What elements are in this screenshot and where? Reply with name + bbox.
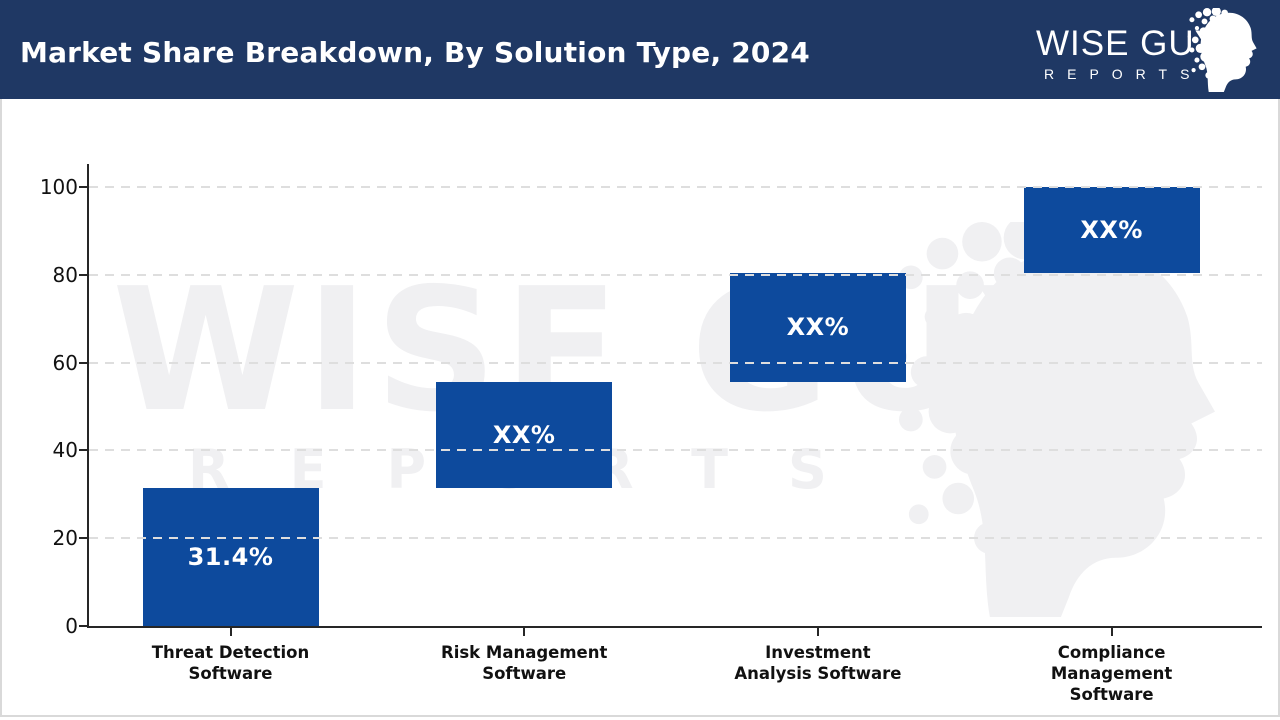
logo-wordmark: WISE GUY [1036, 24, 1220, 63]
category-label-line: Threat Detection [151, 643, 310, 662]
category-label-line: Investment [765, 643, 871, 662]
x-tick [1110, 628, 1113, 636]
y-tick-label: 40 [52, 438, 78, 463]
y-tick-label: 20 [52, 526, 78, 551]
x-tick [816, 628, 819, 636]
y-axis [87, 164, 89, 628]
x-axis [87, 626, 1262, 628]
bar-segment: 31.4% [142, 488, 319, 626]
bar-value-label: XX% [786, 313, 850, 342]
x-tick [523, 628, 526, 636]
y-tick-label: 60 [52, 350, 78, 375]
y-tick [79, 449, 88, 452]
y-tick-label: 80 [52, 262, 78, 287]
y-tick [79, 186, 88, 188]
x-tick [229, 628, 232, 636]
category-label: Risk Management Software [384, 642, 664, 684]
category-label-line: Compliance [1057, 643, 1166, 662]
category-label: Threat Detection Software [91, 642, 371, 684]
gridline [89, 537, 1262, 540]
dotted-head-icon [1187, 8, 1257, 92]
gridline [89, 449, 1262, 452]
gridline [89, 186, 1262, 188]
category-label-line: Management [1050, 664, 1173, 683]
y-tick [79, 537, 88, 540]
category-label: Investment Analysis Software [678, 642, 958, 684]
category-label-line: Software [1069, 685, 1154, 704]
header-band: Market Share Breakdown, By Solution Type… [0, 0, 1280, 99]
chart-title: Market Share Breakdown, By Solution Type… [20, 36, 810, 69]
bar-segment: XX% [436, 381, 613, 489]
category-label: Compliance Management Software [972, 642, 1252, 705]
y-tick-label: 0 [65, 614, 78, 638]
watermark-dotted-head [891, 222, 1215, 617]
category-label-line: Software [188, 664, 273, 683]
logo-subtext: REPORTS [1044, 66, 1203, 82]
bar-segment: XX% [1023, 187, 1200, 273]
bar-value-label: XX% [492, 421, 556, 450]
bar-segment: XX% [729, 272, 906, 382]
bar-value-label: XX% [1080, 215, 1143, 244]
gridline [89, 273, 1262, 276]
y-tick [79, 625, 88, 627]
category-label-line: Analysis Software [734, 664, 902, 683]
wise-guy-reports-logo: WISE GUY REPORTS [1014, 8, 1266, 92]
category-label-line: Risk Management [441, 643, 608, 662]
bar-value-label: 31.4% [187, 543, 274, 572]
y-tick-label: 100 [39, 175, 78, 199]
y-tick [79, 361, 88, 364]
y-tick [79, 273, 88, 276]
gridline [89, 361, 1262, 364]
category-label-line: Software [482, 664, 567, 683]
